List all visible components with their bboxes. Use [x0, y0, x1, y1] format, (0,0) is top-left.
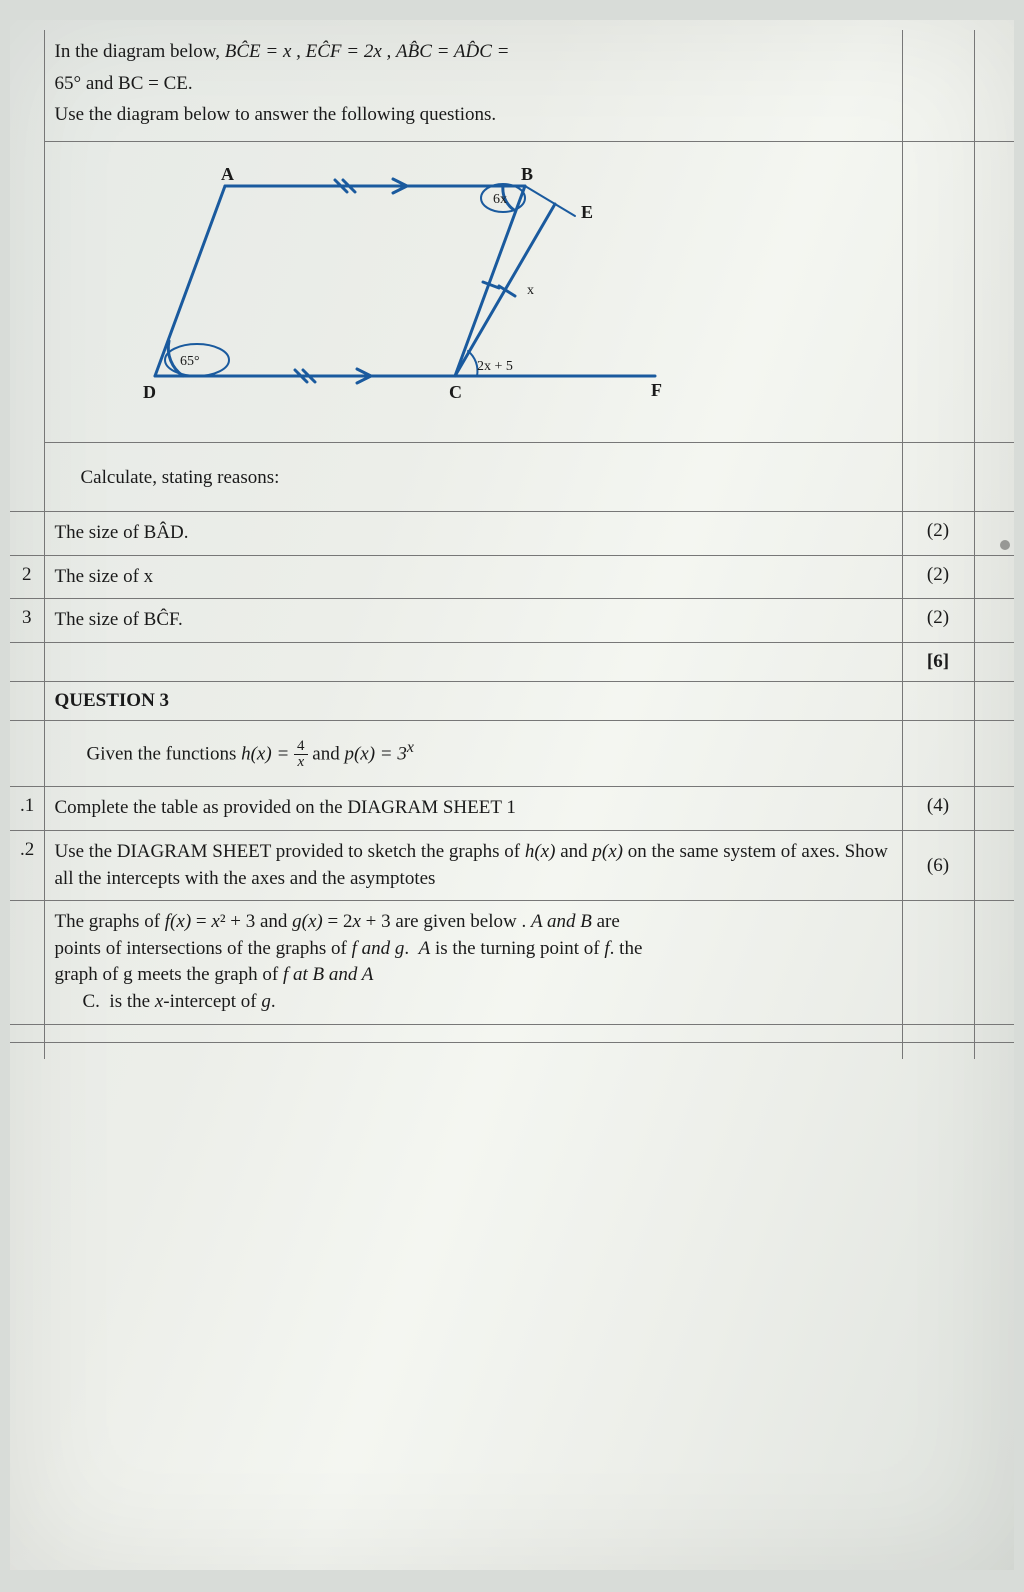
speck-icon — [1000, 540, 1010, 550]
svg-text:x: x — [527, 283, 534, 298]
table-row: QUESTION 3 — [10, 682, 1014, 721]
label-D: D — [143, 382, 156, 402]
h-lhs: h(x) = — [241, 743, 294, 764]
diagram-cell: x 65° 6x 2x + 5 A B C D — [44, 141, 902, 442]
given-prefix: Given the functions — [87, 743, 242, 764]
row-text: The size of BÂD. — [44, 512, 902, 556]
expr-ecf: EĈF = 2x , — [306, 41, 392, 62]
table-row — [10, 1024, 1014, 1042]
label-A: A — [221, 166, 234, 184]
row-num — [10, 512, 44, 556]
p-def: p(x) = 3 — [344, 743, 406, 764]
table-row: The size of BÂD. (2) — [10, 512, 1014, 556]
row-mark: (2) — [902, 512, 974, 556]
q3-given: Given the functions h(x) = 4 x and p(x) … — [44, 721, 902, 787]
table-row: 3 The size of BĈF. (2) — [10, 599, 1014, 643]
fraction-4-over-x: 4 x — [294, 739, 308, 770]
row-text: The size of x — [44, 555, 902, 599]
table-row: .1 Complete the table as provided on the… — [10, 787, 1014, 831]
table-row: In the diagram below, BĈE = x , EĈF = 2x… — [10, 30, 1014, 141]
angle-b-label: 6x — [493, 192, 507, 207]
row-mark: (2) — [902, 599, 974, 643]
table-row: The graphs of f(x) = x² + 3 and g(x) = 2… — [10, 901, 1014, 1024]
worksheet-page: In the diagram below, BĈE = x , EĈF = 2x… — [10, 20, 1014, 1570]
q3-sub1-text: Complete the table as provided on the DI… — [44, 787, 902, 831]
and-text: and — [312, 743, 344, 764]
row-text: The size of BĈF. — [44, 599, 902, 643]
intro-line3: Use the diagram below to answer the foll… — [55, 101, 892, 129]
label-E: E — [581, 202, 593, 222]
table-row — [10, 1042, 1014, 1059]
table-row: 2 The size of x (2) — [10, 555, 1014, 599]
row-num: 3 — [10, 599, 44, 643]
q3-sub2-text: Use the DIAGRAM SHEET provided to sketch… — [44, 831, 902, 901]
angle-cf-label: 2x + 5 — [477, 359, 513, 374]
geometry-diagram: x 65° 6x 2x + 5 A B C D — [125, 166, 685, 406]
angle-d-label: 65° — [180, 354, 200, 369]
row-mark: (4) — [902, 787, 974, 831]
q3-context: The graphs of f(x) = x² + 3 and g(x) = 2… — [44, 901, 902, 1024]
row-num: 2 — [10, 555, 44, 599]
p-sup: x — [407, 739, 414, 756]
row-num: .2 — [10, 831, 44, 901]
label-C: C — [449, 382, 462, 402]
worksheet-table: In the diagram below, BĈE = x , EĈF = 2x… — [10, 30, 1014, 1059]
table-row: Given the functions h(x) = 4 x and p(x) … — [10, 721, 1014, 787]
label-B: B — [521, 166, 533, 184]
calc-heading: Calculate, stating reasons: — [44, 442, 902, 512]
row-num: .1 — [10, 787, 44, 831]
table-row: .2 Use the DIAGRAM SHEET provided to ske… — [10, 831, 1014, 901]
total-mark: [6] — [902, 643, 974, 682]
expr-bce: BĈE = x , — [225, 41, 301, 62]
row-mark: (2) — [902, 555, 974, 599]
label-F: F — [651, 380, 662, 400]
table-row: [6] — [10, 643, 1014, 682]
row-mark: (6) — [902, 831, 974, 901]
intro-line2: 65° and BC = CE. — [55, 70, 892, 98]
table-row: x 65° 6x 2x + 5 A B C D — [10, 141, 1014, 442]
table-row: Calculate, stating reasons: — [10, 442, 1014, 512]
question-3-heading: QUESTION 3 — [44, 682, 902, 721]
intro-prefix: In the diagram below, — [55, 41, 225, 62]
expr-abc-adc: AB̂C = AD̂C = — [396, 41, 509, 62]
problem-intro: In the diagram below, BĈE = x , EĈF = 2x… — [44, 30, 902, 141]
